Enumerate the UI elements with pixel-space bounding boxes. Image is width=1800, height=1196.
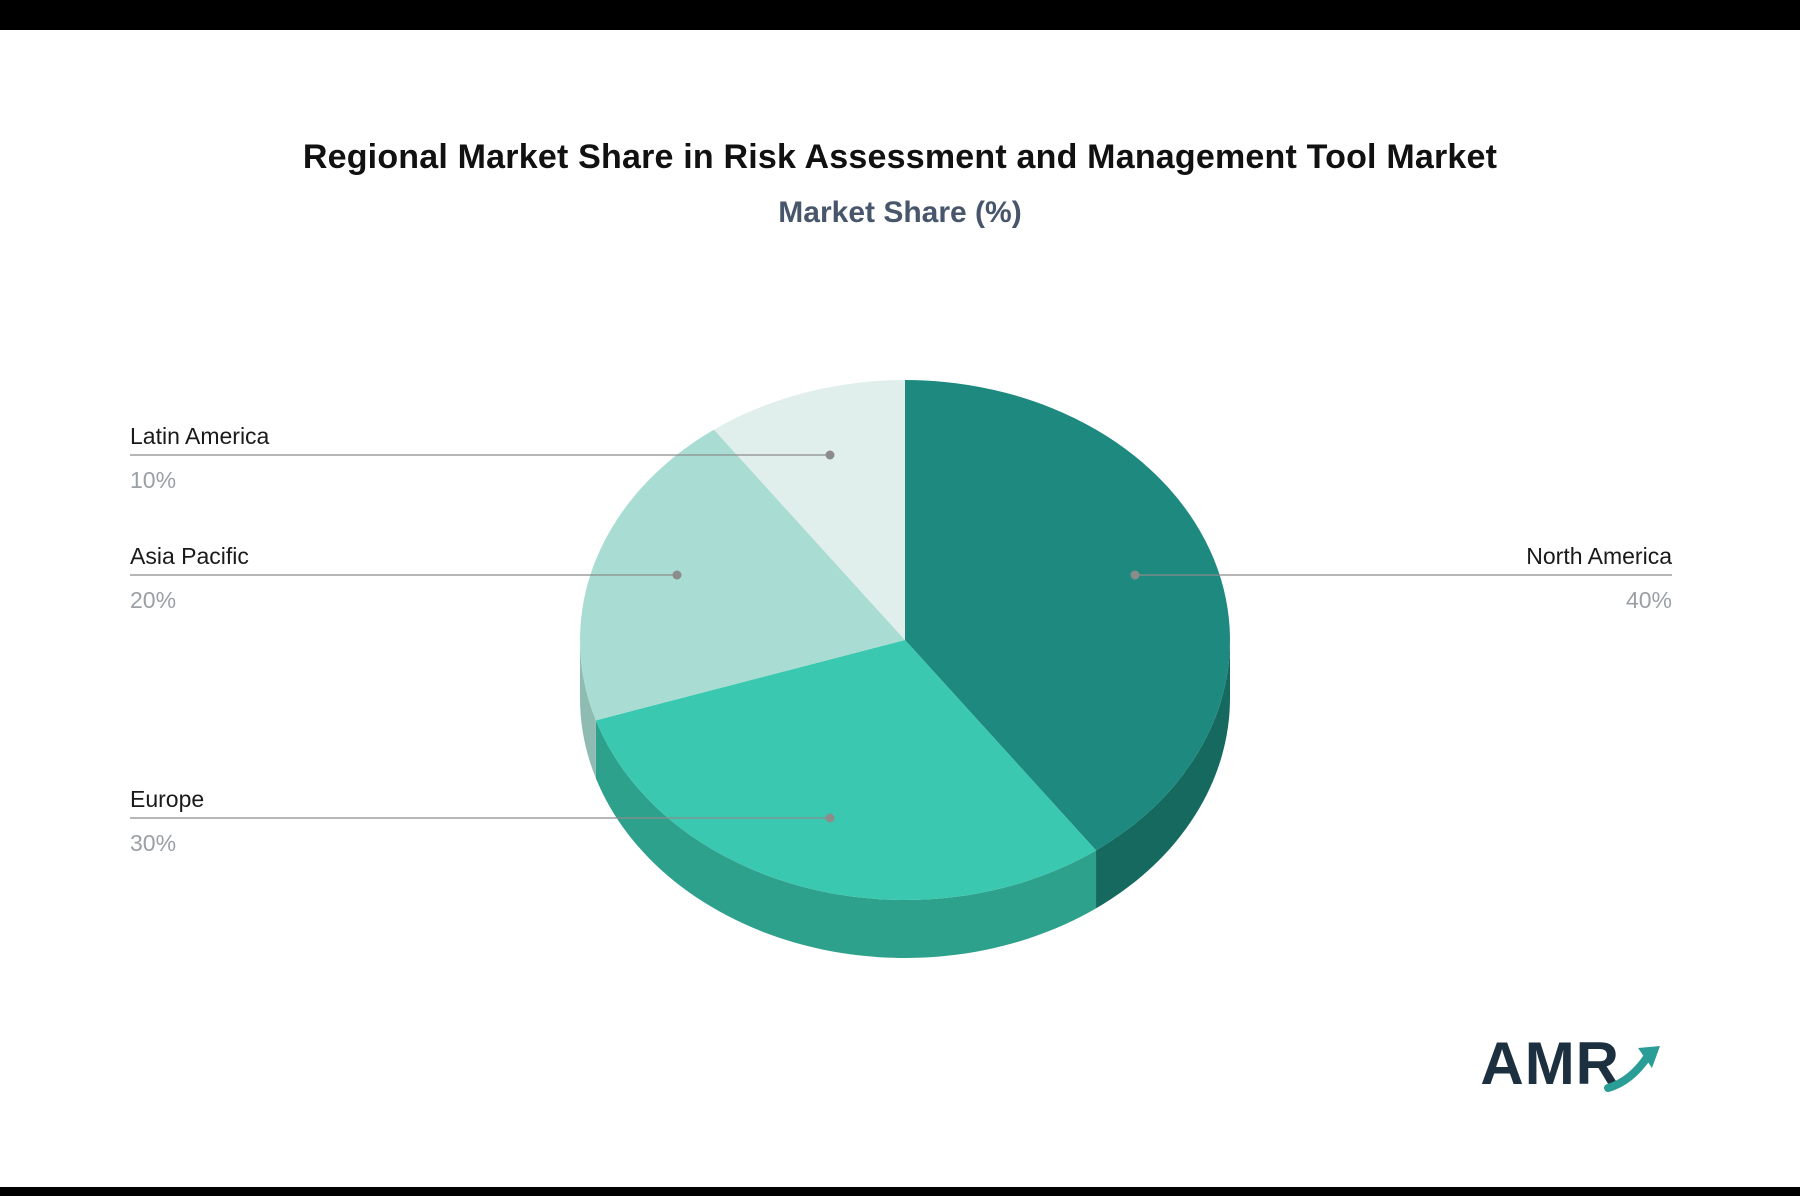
slice-label-europe: Europe <box>130 786 205 812</box>
slice-value-latin-america: 10% <box>130 467 177 493</box>
leader-dot-latin-america <box>825 450 835 460</box>
pie-side-asia-pacific <box>580 640 596 779</box>
amr-logo: AMR <box>1480 1034 1662 1094</box>
slice-label-latin-america: Latin America <box>130 423 270 449</box>
chart-title: Regional Market Share in Risk Assessment… <box>302 138 1498 176</box>
slice-value-north-america: 40% <box>1625 587 1672 613</box>
leader-dot-asia-pacific <box>672 570 682 580</box>
growth-arrow-icon <box>1604 1046 1660 1092</box>
leader-dot-north-america <box>1130 570 1140 580</box>
leader-dot-europe <box>825 813 835 823</box>
pie-slice-latin-america <box>713 380 905 640</box>
bottom-bar <box>0 1187 1800 1196</box>
pie-slice-europe <box>595 640 1097 900</box>
slice-value-europe: 30% <box>130 830 177 856</box>
slice-value-asia-pacific: 20% <box>130 587 177 613</box>
pie-slice-asia-pacific <box>579 429 905 721</box>
slice-label-asia-pacific: Asia Pacific <box>130 543 249 569</box>
amr-logo-text: AMR <box>1480 1030 1620 1097</box>
chart-subtitle: Market Share (%) <box>778 196 1022 229</box>
top-bar <box>0 0 1800 30</box>
pie-slice-north-america <box>905 380 1230 851</box>
pie-side-north-america <box>1096 640 1230 909</box>
pie-side-europe <box>595 720 1097 958</box>
slice-label-north-america: North America <box>1526 543 1672 569</box>
